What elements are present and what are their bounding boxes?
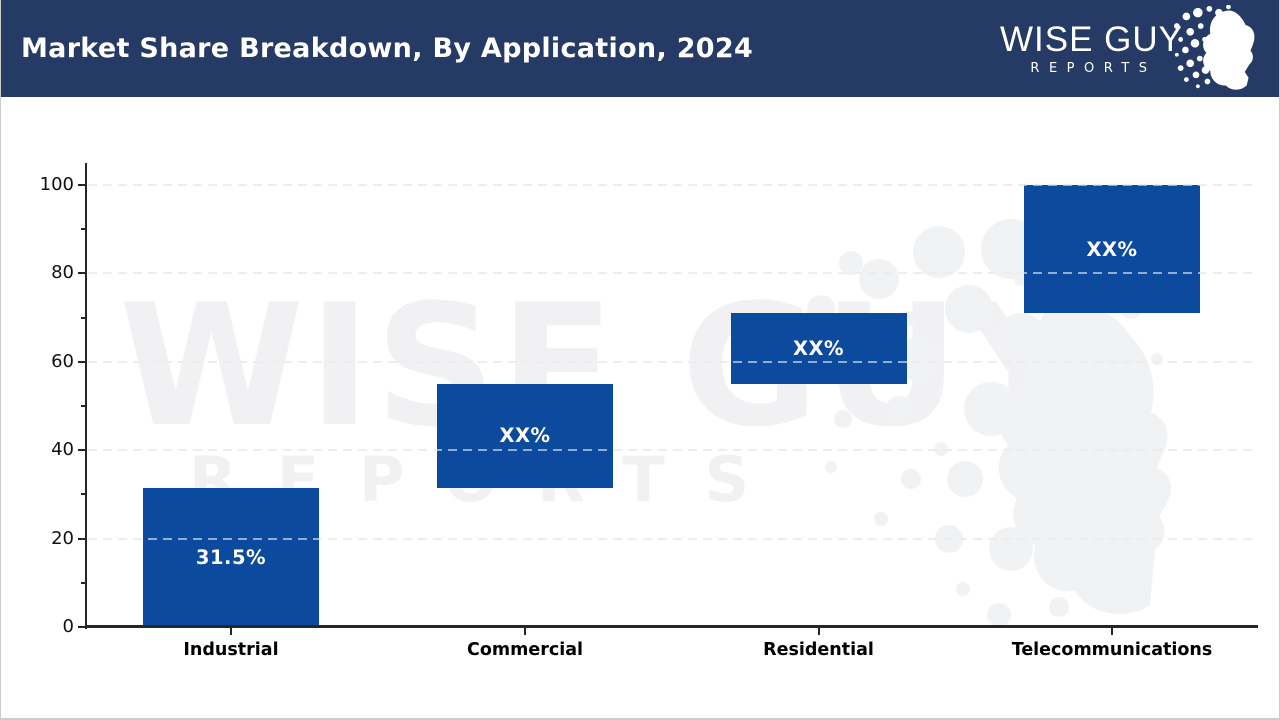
y-tick-label: 20 (51, 527, 74, 549)
x-tick-mark (230, 628, 232, 635)
header-band: Market Share Breakdown, By Application, … (1, 0, 1279, 97)
bar-commercial: XX% (437, 383, 613, 488)
y-tick-mark (78, 449, 85, 452)
watermark-head-pattern (797, 219, 1172, 627)
logo-head-icon (1173, 4, 1255, 90)
y-minor-tick-mark (81, 581, 85, 584)
y-minor-tick-mark (81, 228, 85, 231)
wise-guy-logo: WISE GUY REPORTS (999, 4, 1265, 93)
y-tick-label: 80 (51, 262, 74, 284)
x-axis-label-commercial: Commercial (466, 640, 583, 660)
gridline-overlay (88, 360, 1258, 363)
gridline-overlay (88, 272, 1258, 275)
bar-telecommunications: XX% (1024, 185, 1200, 314)
logo-subtitle: REPORTS (1030, 61, 1157, 76)
y-tick-label: 0 (62, 616, 74, 637)
market-share-chart: WISE GUY REPORTS 31.5%XX%XX%XX%020406080… (1, 97, 1279, 718)
y-tick-mark (78, 184, 85, 186)
x-tick-mark (524, 628, 526, 635)
y-tick-label: 60 (51, 350, 74, 372)
y-axis-line (85, 163, 87, 629)
y-tick-mark (78, 626, 85, 628)
y-tick-mark (78, 537, 85, 540)
bar-value-label: XX% (1086, 237, 1138, 261)
x-tick-mark (1111, 628, 1113, 635)
y-tick-mark (78, 360, 85, 363)
y-tick-mark (78, 272, 85, 275)
x-tick-mark (817, 628, 820, 635)
x-axis-label-industrial: Industrial (183, 640, 279, 660)
bar-industrial: 31.5% (143, 487, 319, 627)
y-minor-tick-mark (81, 493, 85, 496)
bar-residential: XX% (730, 313, 907, 384)
y-minor-tick-mark (81, 405, 85, 407)
y-tick-label: 100 (39, 174, 74, 195)
y-minor-tick-mark (81, 316, 85, 319)
logo-wordmark: WISE GUY (999, 20, 1183, 59)
x-axis-line (85, 625, 1258, 628)
gridline-overlay (88, 184, 1258, 186)
page-title: Market Share Breakdown, By Application, … (21, 33, 754, 64)
x-axis-label-telecommunications: Telecommunications (1011, 640, 1213, 660)
bar-value-label: XX% (792, 337, 845, 361)
bar-value-label: 31.5% (195, 545, 267, 569)
x-axis-label-residential: Residential (763, 640, 874, 660)
bar-value-label: XX% (499, 424, 551, 448)
gridline-overlay (88, 537, 1258, 540)
gridline-overlay (88, 449, 1258, 452)
y-tick-label: 40 (51, 439, 74, 461)
